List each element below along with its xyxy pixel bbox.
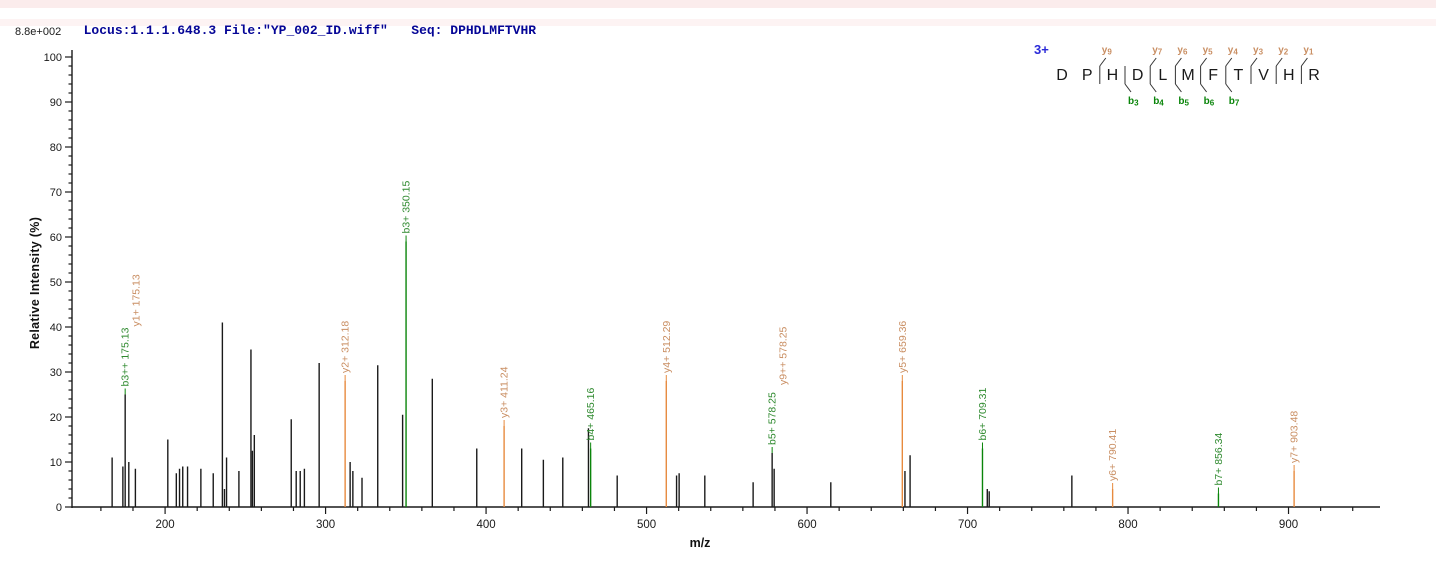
peak-ion-label: y7+ 903.48 <box>1289 411 1301 463</box>
peak-ion-label: y5+ 659.36 <box>897 321 909 373</box>
b-cleavage-diagonal <box>1225 83 1233 93</box>
residue-letter: T <box>1234 67 1244 84</box>
residue-letter: V <box>1258 67 1269 84</box>
y-ion-tag-subscript: 5 <box>1208 48 1213 57</box>
spectrum-header-text: Locus:1.1.1.648.3 File:"YP_002_ID.wiff" … <box>68 8 536 38</box>
residue-letter: M <box>1181 67 1194 84</box>
peak-ion-label: y1+ 175.13 <box>131 274 143 326</box>
y-ion-tag: y1 <box>1303 45 1314 57</box>
residue-letter: P <box>1082 67 1093 84</box>
b-ion-tag: b4 <box>1153 96 1164 108</box>
residue-letter: H <box>1107 67 1119 84</box>
y-cleavage-diagonal <box>1225 57 1233 67</box>
y-ion-tag: y2 <box>1278 45 1289 57</box>
y-cleavage-diagonal <box>1300 57 1308 67</box>
y-ion-tag-subscript: 3 <box>1259 48 1264 57</box>
x-axis-tick-label: 600 <box>797 519 816 531</box>
b-ion-tag-subscript: 3 <box>1134 99 1139 108</box>
peak-ion-label: y2+ 312.18 <box>340 321 352 373</box>
precursor-charge-label: 3+ <box>1034 42 1049 57</box>
y-axis-tick-label: 90 <box>50 97 62 109</box>
b-ion-tag-subscript: 4 <box>1159 99 1164 108</box>
peak-ion-label: y3+ 411.24 <box>499 366 511 418</box>
x-axis-tick-label: 400 <box>476 519 495 531</box>
y-axis-tick-label: 50 <box>50 277 62 289</box>
residue-letter: H <box>1283 67 1295 84</box>
y-cleavage-diagonal <box>1275 57 1283 67</box>
b-cleavage-diagonal <box>1174 83 1182 93</box>
b-cleavage-diagonal <box>1149 83 1157 93</box>
y-axis-tick-label: 0 <box>56 502 62 514</box>
y-axis-tick-label: 80 <box>50 142 62 154</box>
y-cleavage-diagonal <box>1174 57 1182 67</box>
b-ion-tag-subscript: 6 <box>1210 99 1215 108</box>
y-cleavage-diagonal <box>1200 57 1208 67</box>
y-axis-tick-label: 40 <box>50 322 62 334</box>
y-axis-tick-label: 10 <box>50 457 62 469</box>
y-ion-tag-subscript: 7 <box>1158 48 1163 57</box>
b-ion-tag: b6 <box>1204 96 1215 108</box>
y-cleavage-diagonal <box>1099 57 1107 67</box>
b-ion-tag: b5 <box>1178 96 1189 108</box>
b-ion-tag: b7 <box>1229 96 1240 108</box>
y-ion-tag: y4 <box>1228 45 1239 57</box>
residue-letter: R <box>1308 67 1320 84</box>
residue-letter: F <box>1208 67 1218 84</box>
peak-ion-label: b5+ 578.25 <box>767 392 779 445</box>
b-ion-tag-subscript: 5 <box>1185 99 1190 108</box>
residue-letter: L <box>1158 67 1167 84</box>
y-ion-tag: y3 <box>1253 45 1264 57</box>
peak-ion-label: y9++ 578.25 <box>778 326 790 385</box>
y-ion-tag-subscript: 2 <box>1284 48 1289 57</box>
y-ion-tag-subscript: 9 <box>1107 48 1112 57</box>
y-ion-tag-subscript: 6 <box>1183 48 1188 57</box>
residue-letter: D <box>1132 67 1144 84</box>
y-ion-tag: y6 <box>1177 45 1188 57</box>
x-axis-tick-label: 900 <box>1279 519 1298 531</box>
y-axis-tick-label: 60 <box>50 232 62 244</box>
max-intensity-label: 8.8e+002 <box>15 26 62 38</box>
b-cleavage-diagonal <box>1124 83 1132 93</box>
b-ion-tag: b3 <box>1128 96 1139 108</box>
x-axis-title: m/z <box>689 536 711 550</box>
y-ion-tag-subscript: 4 <box>1233 48 1238 57</box>
b-cleavage-diagonal <box>1200 83 1208 93</box>
x-axis-tick-label: 800 <box>1118 519 1137 531</box>
peak-ion-label: b4+ 465.16 <box>585 387 597 440</box>
x-axis-tick-label: 700 <box>958 519 977 531</box>
y-cleavage-diagonal <box>1149 57 1157 67</box>
y-axis-tick-label: 30 <box>50 367 62 379</box>
peak-ion-label: b3++ 175.13 <box>120 327 132 386</box>
y-ion-tag: y9 <box>1102 45 1113 57</box>
y-axis-tick-label: 100 <box>44 52 62 64</box>
y-axis-tick-label: 20 <box>50 412 62 424</box>
y-ion-tag: y5 <box>1203 45 1214 57</box>
x-axis-tick-label: 200 <box>155 519 174 531</box>
x-axis-tick-label: 500 <box>637 519 656 531</box>
y-axis-tick-label: 70 <box>50 187 62 199</box>
peak-ion-label: b7+ 856.34 <box>1213 432 1225 485</box>
x-axis-tick-label: 300 <box>316 519 335 531</box>
peak-ion-label: y6+ 790.41 <box>1107 429 1119 481</box>
peak-ion-label: b6+ 709.31 <box>977 387 989 440</box>
y-ion-tag-subscript: 1 <box>1309 48 1314 57</box>
peak-ion-label: y4+ 512.29 <box>661 321 673 373</box>
y-ion-tag: y7 <box>1152 45 1163 57</box>
y-cleavage-diagonal <box>1250 57 1258 67</box>
b-ion-tag-subscript: 7 <box>1235 99 1240 108</box>
peak-ion-label: b3+ 350.15 <box>401 180 413 233</box>
residue-letter: D <box>1056 67 1068 84</box>
locus-file-seq-label: Locus:1.1.1.648.3 File:"YP_002_ID.wiff" … <box>83 23 537 38</box>
